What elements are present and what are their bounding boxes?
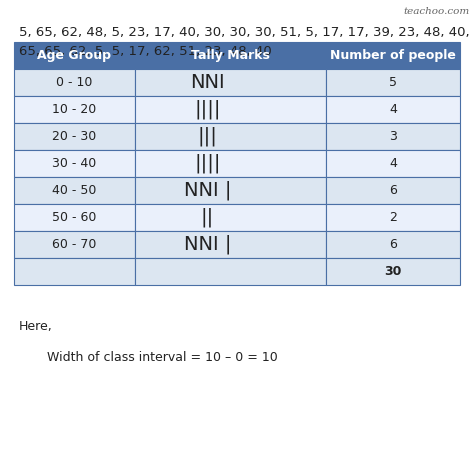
Bar [326,204,460,231]
Text: 0 - 10: 0 - 10 [56,76,92,89]
Text: 30: 30 [384,265,401,278]
Text: 40 - 50: 40 - 50 [52,184,97,197]
Text: ||||: |||| [194,154,220,173]
Text: 65, 65, 62, 5, 5, 17, 62, 51, 23, 48, 40: 65, 65, 62, 5, 5, 17, 62, 51, 23, 48, 40 [19,45,272,58]
Text: Tally Marks: Tally Marks [191,49,270,62]
Bar [14,150,135,177]
Text: 50 - 60: 50 - 60 [52,211,97,224]
Text: NNI |: NNI | [183,235,231,254]
Text: Age Group: Age Group [37,49,111,62]
Bar [135,42,326,69]
Text: 4: 4 [389,157,397,170]
Text: Number of people: Number of people [330,49,456,62]
Bar [14,69,135,96]
Text: 30 - 40: 30 - 40 [52,157,97,170]
Bar [135,96,326,123]
Text: 10 - 20: 10 - 20 [52,103,97,116]
Text: Width of class interval = 10 – 0 = 10: Width of class interval = 10 – 0 = 10 [47,351,278,364]
Text: 3: 3 [389,130,397,143]
Bar [326,69,460,96]
Text: 5, 65, 62, 48, 5, 23, 17, 40, 30, 30, 30, 51, 5, 17, 17, 39, 23, 48, 40,: 5, 65, 62, 48, 5, 23, 17, 40, 30, 30, 30… [19,26,470,39]
Text: NNI |: NNI | [183,181,231,200]
Bar [326,42,460,69]
Bar [14,123,135,150]
Bar [14,204,135,231]
Text: teachoo.com: teachoo.com [403,7,469,16]
Text: |||: ||| [197,127,217,146]
Bar [135,258,326,285]
Bar [326,258,460,285]
Bar [326,123,460,150]
Bar [135,150,326,177]
Bar [14,258,135,285]
Bar [326,150,460,177]
Bar [14,177,135,204]
Text: 60 - 70: 60 - 70 [52,238,97,251]
Bar [14,96,135,123]
Bar [135,177,326,204]
Text: 6: 6 [389,238,397,251]
Text: NNI: NNI [190,73,225,92]
Text: ||: || [201,208,214,227]
Text: ||||: |||| [194,100,220,119]
Bar [14,42,135,69]
Bar [326,231,460,258]
Bar [326,96,460,123]
Bar [135,231,326,258]
Text: 6: 6 [389,184,397,197]
Bar [135,69,326,96]
Bar [135,204,326,231]
Bar [14,231,135,258]
Text: Here,: Here, [19,320,53,333]
Text: 5: 5 [389,76,397,89]
Bar [326,177,460,204]
Text: 20 - 30: 20 - 30 [52,130,97,143]
Bar [135,123,326,150]
Text: 2: 2 [389,211,397,224]
Text: 4: 4 [389,103,397,116]
